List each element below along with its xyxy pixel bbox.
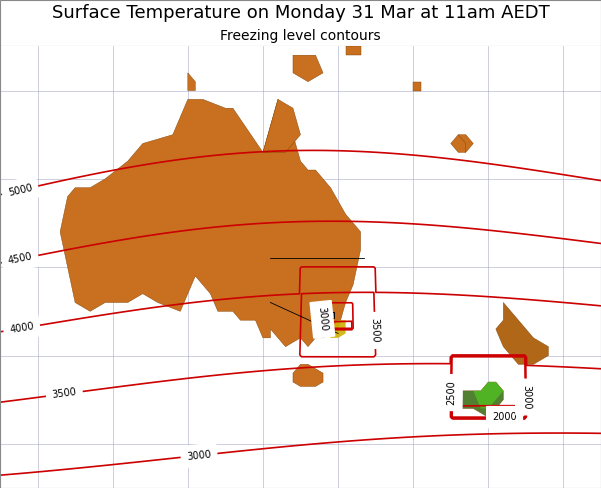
Polygon shape xyxy=(188,73,195,91)
Text: 3500: 3500 xyxy=(370,318,380,343)
Polygon shape xyxy=(496,303,549,365)
Text: 5000: 5000 xyxy=(7,183,33,198)
Polygon shape xyxy=(459,135,474,152)
Polygon shape xyxy=(451,135,466,152)
Polygon shape xyxy=(474,382,504,408)
Text: 2500: 2500 xyxy=(447,380,457,405)
Polygon shape xyxy=(346,46,361,55)
Text: 3000: 3000 xyxy=(186,449,212,462)
Polygon shape xyxy=(451,382,504,417)
Text: 3500: 3500 xyxy=(52,387,77,401)
Polygon shape xyxy=(323,320,346,338)
Polygon shape xyxy=(413,81,421,91)
Text: 2000: 2000 xyxy=(492,412,517,422)
Polygon shape xyxy=(60,100,361,346)
Text: 3000: 3000 xyxy=(521,385,531,409)
Text: 3000: 3000 xyxy=(316,306,329,332)
Text: 4500: 4500 xyxy=(7,252,33,266)
Polygon shape xyxy=(263,100,300,152)
Text: 4000: 4000 xyxy=(9,321,35,335)
Polygon shape xyxy=(293,365,323,386)
Text: Surface Temperature on Monday 31 Mar at 11am AEDT: Surface Temperature on Monday 31 Mar at … xyxy=(52,4,549,22)
Text: Freezing level contours: Freezing level contours xyxy=(220,29,381,43)
Polygon shape xyxy=(293,55,323,81)
